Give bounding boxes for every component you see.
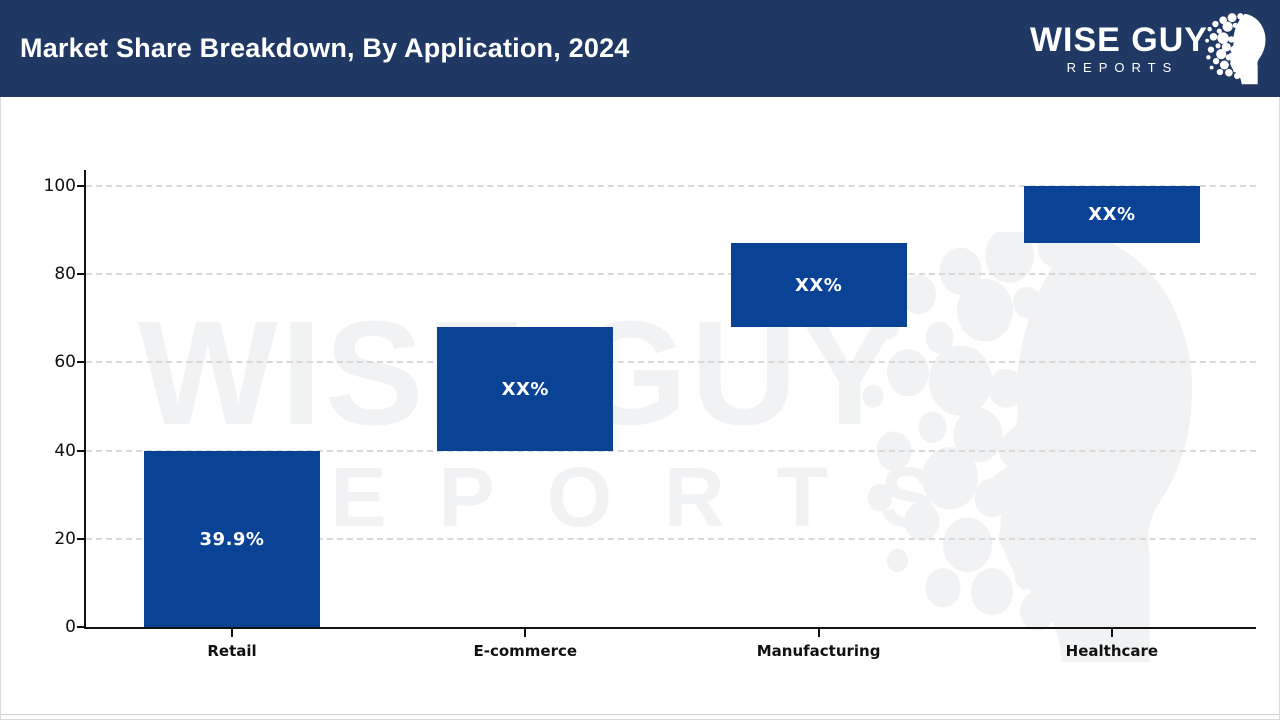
x-axis-tickmark — [1110, 629, 1113, 637]
bar-value-label: XX% — [501, 378, 549, 400]
y-axis-tickmark — [77, 273, 85, 276]
y-axis-tick-label: 80 — [54, 264, 76, 285]
logo-line1: WISE GUY — [1029, 21, 1208, 60]
header-bar: Market Share Breakdown, By Application, … — [0, 0, 1280, 97]
y-axis-tickmark — [77, 185, 85, 187]
x-axis-category-label: Manufacturing — [756, 642, 881, 660]
y-axis-tickmark — [77, 626, 85, 628]
y-axis-tick-label: 100 — [43, 176, 76, 196]
bar-healthcare: XX% — [1023, 186, 1200, 244]
bar-value-label: XX% — [794, 274, 843, 296]
brand-logo: WISE GUY REPORTS — [1030, 8, 1266, 90]
bar-retail: 39.9% — [144, 451, 320, 627]
y-axis-tick-label: 60 — [54, 352, 76, 373]
page-title: Market Share Breakdown, By Application, … — [20, 33, 630, 63]
bar-value-label: 39.9% — [199, 528, 265, 550]
gridline-y40 — [86, 449, 1256, 452]
y-axis-tickmark — [77, 449, 85, 452]
gridline-y100 — [86, 185, 1256, 187]
y-axis-tickmark — [77, 361, 85, 364]
x-axis-tickmark — [817, 629, 820, 637]
y-axis-tick-label: 20 — [54, 528, 76, 549]
y-axis-tickmark — [77, 537, 85, 540]
logo-line2: REPORTS — [1066, 59, 1179, 75]
gridline-y20 — [86, 537, 1256, 540]
footer-divider — [0, 714, 1280, 715]
x-axis-category-label: Retail — [207, 642, 257, 660]
bar-manufacturing: XX% — [730, 243, 907, 328]
logo-wordmark: WISE GUY REPORTS — [1029, 21, 1208, 75]
gridline-y80 — [86, 273, 1256, 276]
bar-e-commerce: XX% — [437, 327, 614, 452]
y-axis-line — [84, 170, 86, 629]
y-axis-tick-label: 0 — [65, 617, 76, 637]
y-axis-tick-label: 40 — [54, 440, 76, 461]
gridline-y60 — [86, 361, 1256, 364]
x-axis-tickmark — [231, 629, 233, 637]
x-axis-category-label: E-commerce — [473, 642, 578, 660]
x-axis-tickmark — [524, 629, 527, 637]
x-axis-line — [84, 627, 1256, 629]
x-axis-category-label: Healthcare — [1065, 642, 1159, 660]
bar-value-label: XX% — [1088, 204, 1136, 226]
